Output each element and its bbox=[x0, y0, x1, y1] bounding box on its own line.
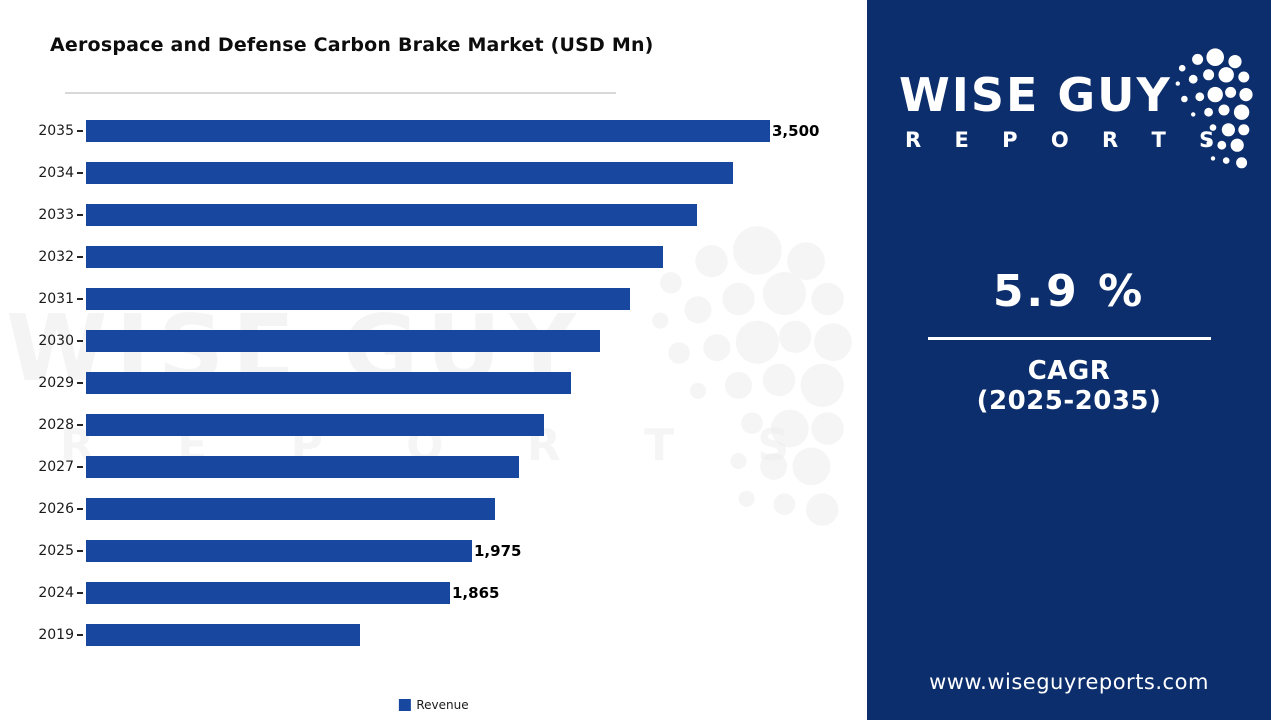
bar-row: 2027 bbox=[0, 446, 867, 488]
cagr-range: (2025-2035) bbox=[976, 386, 1162, 416]
y-axis-label: 2032 bbox=[38, 249, 74, 265]
y-axis-label: 2029 bbox=[38, 375, 74, 391]
bar bbox=[86, 582, 450, 604]
y-axis-label: 2028 bbox=[38, 417, 74, 433]
bar bbox=[86, 414, 544, 436]
sidebar: WISE GUY R E P O R T S 5.9 % CAGR bbox=[867, 0, 1271, 720]
bar-value-label: 1,865 bbox=[452, 584, 500, 602]
chart-title: Aerospace and Defense Carbon Brake Marke… bbox=[50, 34, 654, 56]
cagr-value: 5.9 % bbox=[992, 266, 1146, 317]
bar bbox=[86, 456, 519, 478]
bar-value-label: 1,975 bbox=[474, 542, 522, 560]
bar bbox=[86, 330, 600, 352]
axis-tick bbox=[77, 592, 83, 594]
bar-row: 2032 bbox=[0, 236, 867, 278]
axis-tick bbox=[77, 382, 83, 384]
y-axis-label: 2030 bbox=[38, 333, 74, 349]
legend-swatch bbox=[398, 699, 411, 711]
bar-row: 2030 bbox=[0, 320, 867, 362]
logo-text-primary: WISE GUY bbox=[899, 68, 1172, 122]
y-axis-label: 2034 bbox=[38, 165, 74, 181]
bar-row: 2026 bbox=[0, 488, 867, 530]
title-divider bbox=[65, 92, 616, 94]
bar bbox=[86, 120, 770, 142]
axis-tick bbox=[77, 340, 83, 342]
bar bbox=[86, 246, 663, 268]
legend-label: Revenue bbox=[416, 698, 469, 712]
bar-row: 2024 1,865 bbox=[0, 572, 867, 614]
y-axis-label: 2035 bbox=[38, 123, 74, 139]
axis-tick bbox=[77, 466, 83, 468]
bar-row: 2019 bbox=[0, 614, 867, 656]
y-axis-label: 2033 bbox=[38, 207, 74, 223]
axis-tick bbox=[77, 130, 83, 132]
bar bbox=[86, 162, 733, 184]
wiseguy-logo: WISE GUY R E P O R T S bbox=[899, 48, 1253, 178]
chart-panel: WISE GUY R E P O R T S Aerospace and Def… bbox=[0, 34, 867, 712]
y-axis-label: 2031 bbox=[38, 291, 74, 307]
cagr-label: CAGR bbox=[1027, 356, 1111, 386]
axis-tick bbox=[77, 214, 83, 216]
y-axis-label: 2025 bbox=[38, 543, 74, 559]
bar-row: 2033 bbox=[0, 194, 867, 236]
axis-tick bbox=[77, 172, 83, 174]
y-axis-label: 2027 bbox=[38, 459, 74, 475]
y-axis-label: 2024 bbox=[38, 585, 74, 601]
bar-row: 2035 3,500 bbox=[0, 110, 867, 152]
cagr-block: 5.9 % CAGR (2025-2035) bbox=[867, 266, 1271, 416]
logo-head-icon bbox=[1175, 48, 1253, 169]
y-axis-label: 2026 bbox=[38, 501, 74, 517]
bar-row: 2034 bbox=[0, 152, 867, 194]
bar-row: 2028 bbox=[0, 404, 867, 446]
axis-tick bbox=[77, 634, 83, 636]
bar-row: 2029 bbox=[0, 362, 867, 404]
axis-tick bbox=[77, 508, 83, 510]
logo-text-secondary: R E P O R T S bbox=[905, 128, 1228, 152]
axis-tick bbox=[77, 550, 83, 552]
bar bbox=[86, 624, 360, 646]
axis-tick bbox=[77, 256, 83, 258]
cagr-divider bbox=[927, 337, 1211, 340]
axis-tick bbox=[77, 298, 83, 300]
bar bbox=[86, 372, 571, 394]
axis-tick bbox=[77, 424, 83, 426]
bar bbox=[86, 204, 697, 226]
bar bbox=[86, 540, 472, 562]
bar-row: 2031 bbox=[0, 278, 867, 320]
y-axis-label: 2019 bbox=[38, 627, 74, 643]
website-url: www.wiseguyreports.com bbox=[929, 670, 1209, 694]
bar bbox=[86, 288, 630, 310]
legend: Revenue bbox=[398, 698, 469, 712]
bar-chart: 2035 3,500 2034 2033 2032 bbox=[0, 110, 867, 656]
bar-value-label: 3,500 bbox=[772, 122, 820, 140]
bar bbox=[86, 498, 495, 520]
bar-row: 2025 1,975 bbox=[0, 530, 867, 572]
